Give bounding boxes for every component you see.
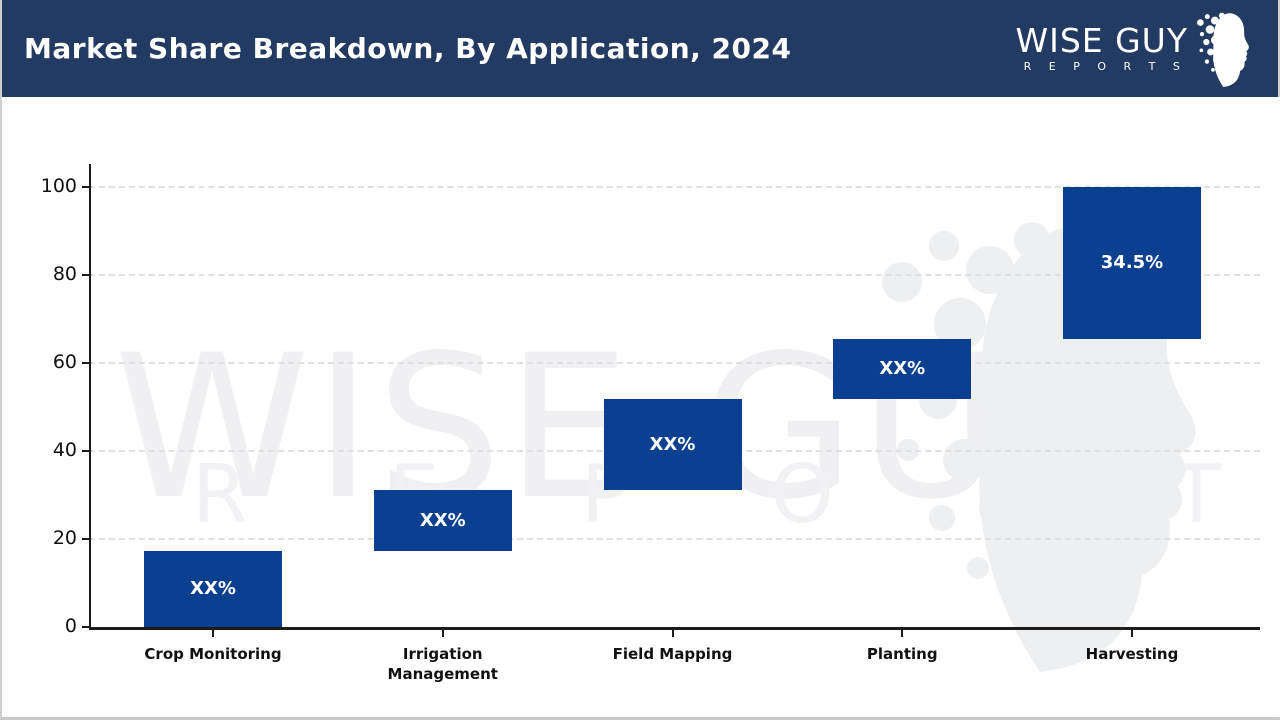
bar-value-label: XX% xyxy=(190,578,236,600)
y-axis-tick-mark xyxy=(82,362,89,364)
bar-irrigation-management: XX% xyxy=(373,490,512,551)
gridline xyxy=(89,274,1260,276)
x-axis-category-label: Harvesting xyxy=(1085,645,1179,663)
bar-value-label: XX% xyxy=(879,358,926,380)
logo-subtitle: R E P O R T S xyxy=(1023,60,1187,73)
x-axis-category-label: Planting xyxy=(866,645,938,663)
y-axis-tick-label: 60 xyxy=(52,351,77,373)
x-axis-tick-mark xyxy=(212,630,214,637)
bar-value-label: XX% xyxy=(419,510,466,532)
bar-value-label: XX% xyxy=(649,434,696,456)
bar-field-mapping: XX% xyxy=(603,399,742,491)
x-axis-tick-mark xyxy=(1131,630,1133,637)
x-axis-tick-mark xyxy=(441,630,444,637)
wise-guy-head-icon xyxy=(1197,12,1249,87)
gridline xyxy=(89,538,1260,540)
wise-guy-logo-text: WISE GUY R E P O R T S xyxy=(1015,24,1188,73)
bar-harvesting: 34.5% xyxy=(1063,187,1201,339)
x-axis-category-label: Field Mapping xyxy=(612,645,733,663)
gridline xyxy=(89,362,1260,364)
bar-planting: XX% xyxy=(833,338,972,400)
y-axis-tick-mark xyxy=(82,626,89,628)
x-axis-category-label: Irrigation Management xyxy=(387,645,498,684)
y-axis-tick-label: 80 xyxy=(52,263,77,285)
y-axis-tick-mark xyxy=(82,186,89,188)
y-axis-tick-label: 40 xyxy=(52,439,77,461)
x-axis-tick-mark xyxy=(901,630,904,637)
bar-value-label: 34.5% xyxy=(1100,252,1164,274)
page-title: Market Share Breakdown, By Application, … xyxy=(24,32,792,65)
y-axis-tick-label: 100 xyxy=(40,175,77,197)
logo-wordmark: WISE GUY xyxy=(1015,21,1188,60)
x-axis-category-label: Crop Monitoring xyxy=(144,645,282,663)
bar-crop-monitoring: XX% xyxy=(144,550,282,627)
x-axis-tick-mark xyxy=(671,630,674,637)
y-axis-tick-label: 20 xyxy=(52,527,77,549)
chart-area: WISE GUY R E P O R T S 020406080100XX%Cr… xyxy=(2,97,1280,717)
y-axis-line xyxy=(89,164,91,630)
y-axis-tick-mark xyxy=(82,538,89,540)
report-header: Market Share Breakdown, By Application, … xyxy=(2,0,1278,97)
y-axis-tick-label: 0 xyxy=(64,615,77,637)
y-axis-tick-mark xyxy=(82,274,89,276)
wise-guy-logo: WISE GUY R E P O R T S xyxy=(1015,11,1252,87)
x-axis-line xyxy=(89,627,1260,630)
gridline xyxy=(89,186,1260,188)
y-axis-tick-mark xyxy=(82,450,89,452)
